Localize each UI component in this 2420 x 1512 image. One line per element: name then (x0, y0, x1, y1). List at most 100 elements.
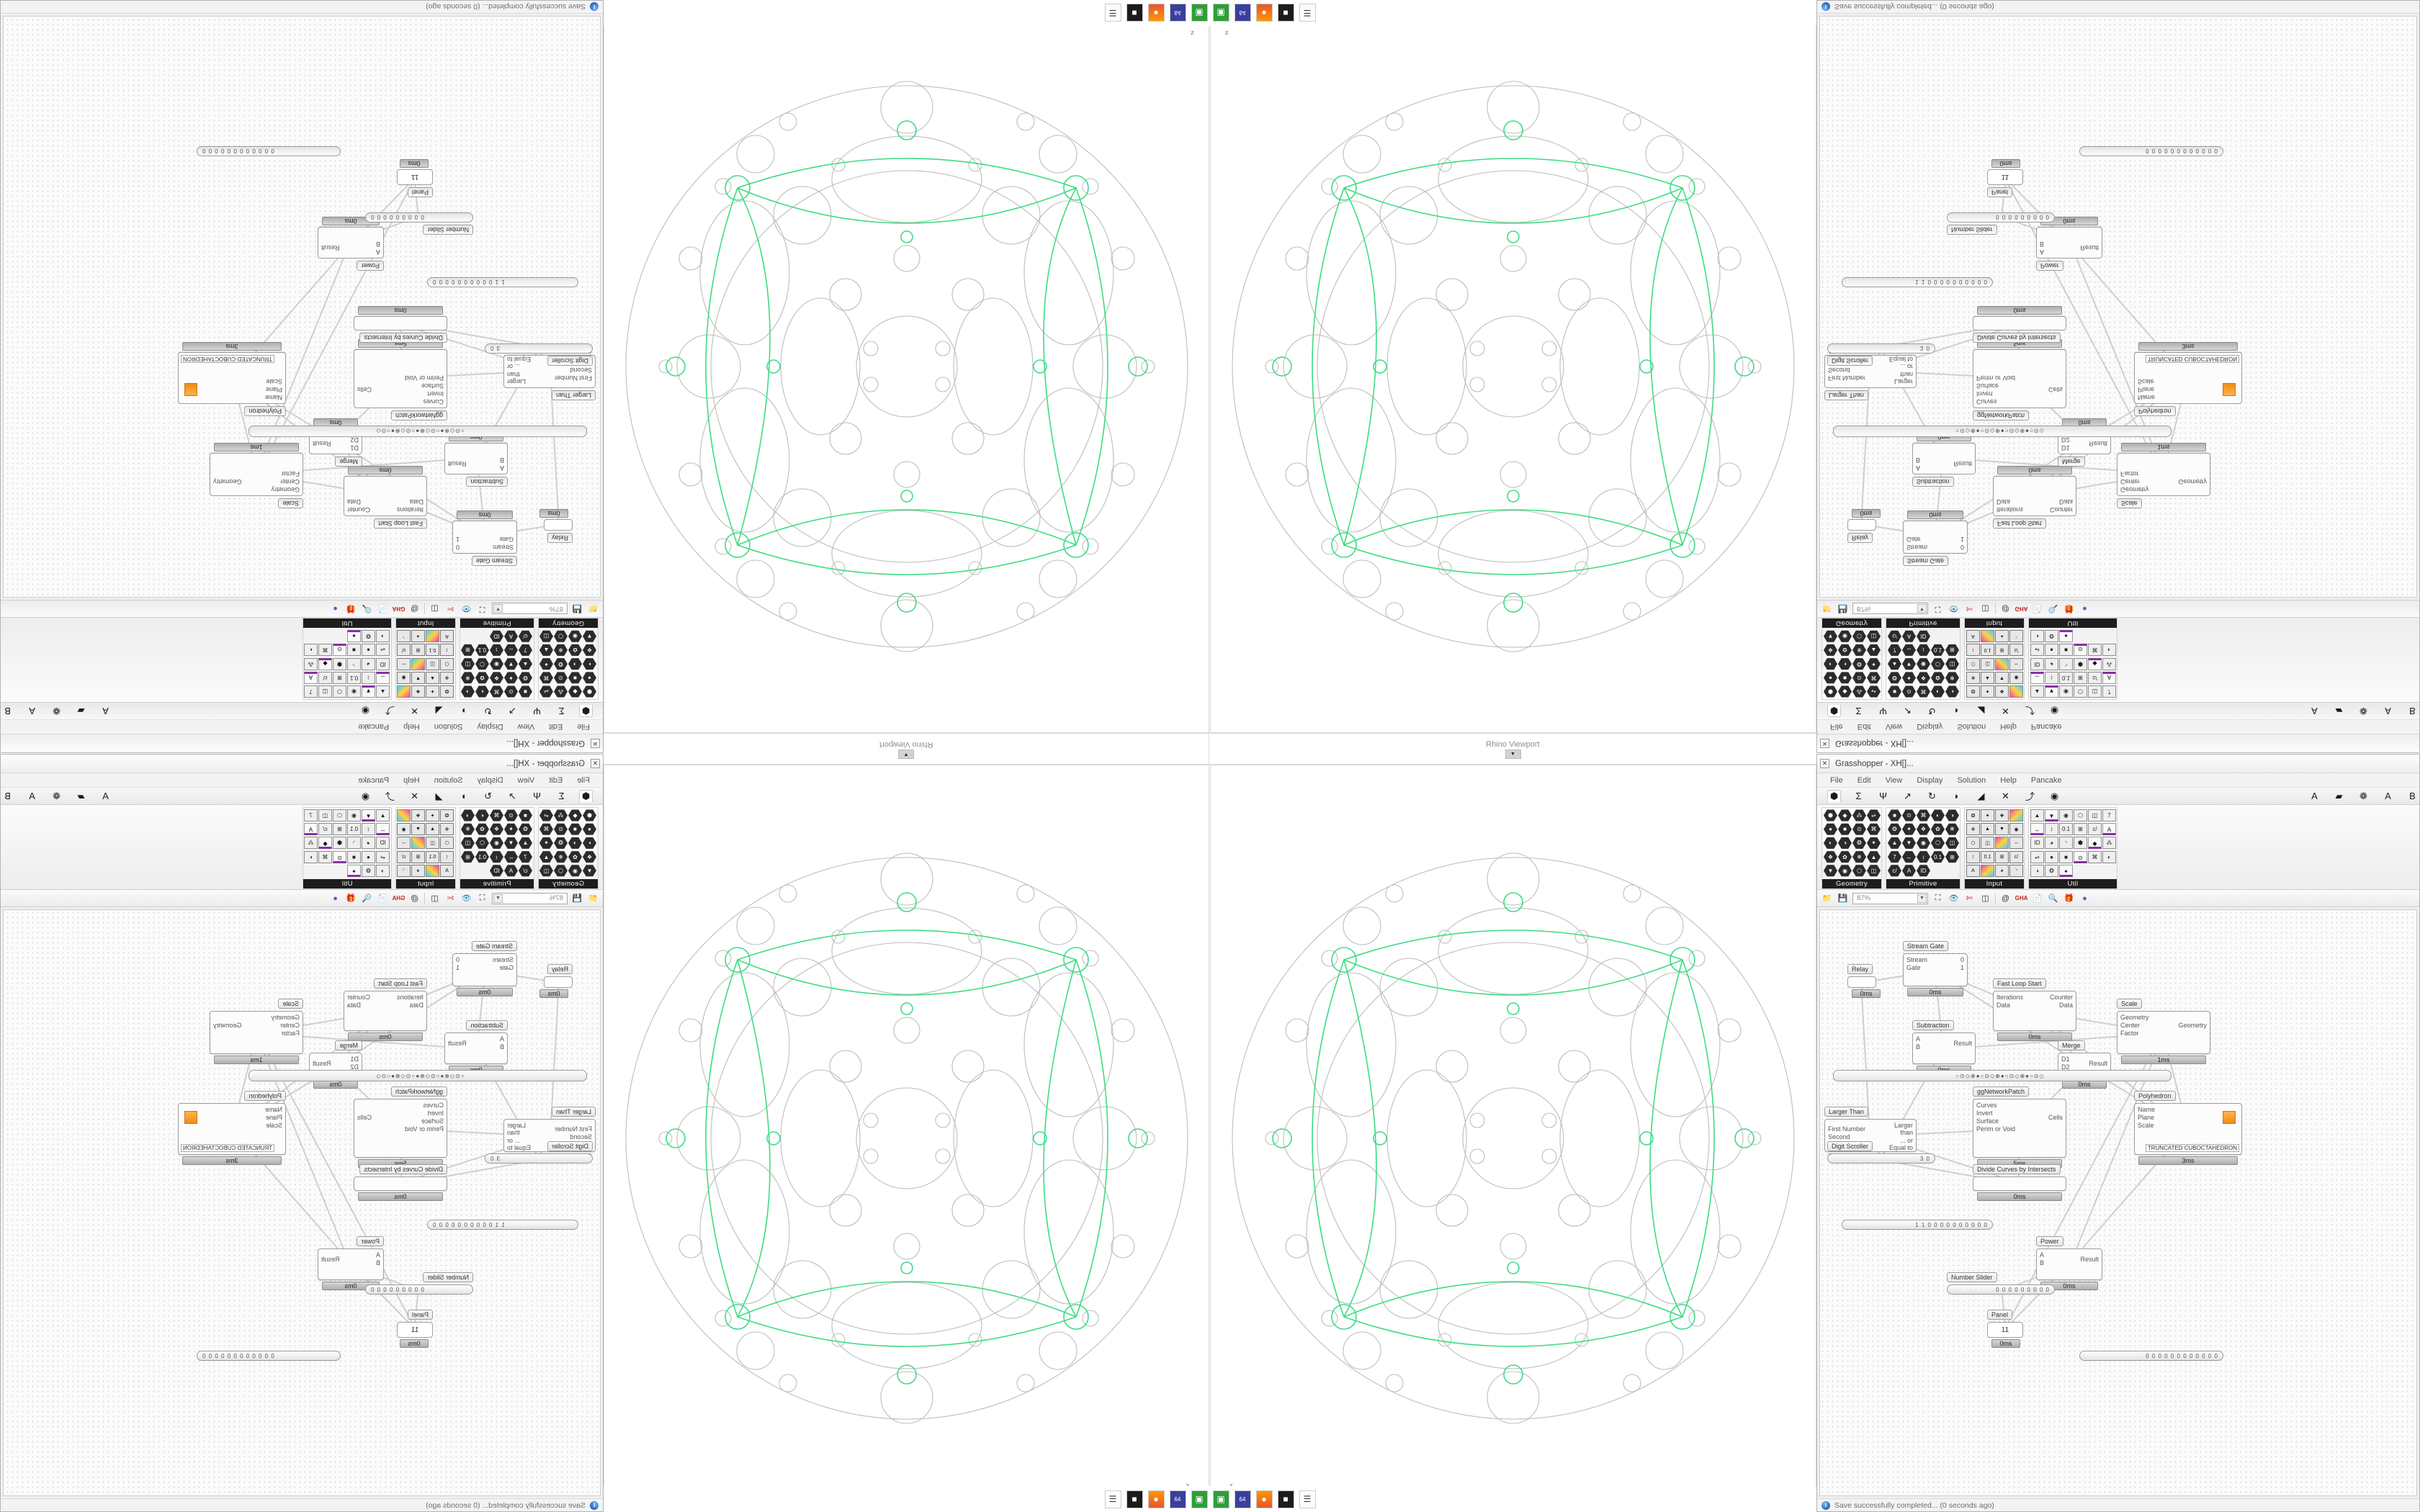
node-power-br[interactable]: A B Result (2036, 1248, 2102, 1280)
component-icon-util-14-bl[interactable]: ◝ (347, 837, 361, 850)
component-icon-geometry-10-bl[interactable]: ❂ (554, 837, 568, 849)
node-stream-gate-bl[interactable]: Stream Gate 0 1 (452, 953, 517, 986)
component-icon-primitive-17-tl[interactable]: ↕ (490, 644, 503, 656)
component-icon-input-9-tl[interactable]: ◫ (426, 657, 439, 670)
component-icon-geometry-15-tl[interactable]: ▲ (539, 644, 553, 656)
taskbar-app-dark-icon-b2[interactable]: ■ (1277, 1490, 1294, 1508)
input-port-1-7-bl[interactable]: Invert (427, 1110, 444, 1117)
preview-eye-icon-bl[interactable]: 👁 (461, 894, 472, 903)
focus-icon-tr[interactable]: ⛶ (1935, 605, 1941, 613)
menu-view-br[interactable]: View (1885, 775, 1903, 785)
ribbon-br[interactable]: ⬢ ◆ ⁂ ⇌ ● ■ ⊙ ⌘ ◐ ◑ ❂ ✦ ❖ ✿ ❄ ▲ ▼ ◉ ⬡ ◫ Geometry ■ ⊙ ⌘ ◐ ◑ ❂ ✦ ❖ ✿ ❄ ▲ ▼… (1817, 805, 2419, 890)
component-icon-geometry-18-tl[interactable]: ⬡ (554, 630, 568, 642)
node-caption-12-tl[interactable]: Number Slider (423, 225, 473, 235)
component-icon-primitive-22-tl[interactable]: ID (490, 630, 503, 642)
output-port-0-8-tl[interactable]: Result (313, 440, 331, 448)
menu-help-br[interactable]: Help (2000, 775, 2017, 785)
tab-addon-gem-tl[interactable]: ▰ (77, 706, 85, 717)
zoom-level-field-bl[interactable]: 87% ▼ (492, 892, 568, 904)
input-port-1-4-tr[interactable]: Center (2120, 478, 2141, 485)
component-icon-util-0-br[interactable]: ▲ (2030, 809, 2044, 822)
node-divide-curves-by-intersects-bl[interactable] (354, 1176, 447, 1191)
component-icon-geometry-16-bl[interactable]: ▼ (583, 865, 596, 877)
balloon-icon-tl[interactable]: ● (333, 604, 338, 613)
taskbar-app-green-device-icon-2[interactable]: ▣ (1212, 4, 1229, 22)
input-port-0-11-br[interactable]: A (2040, 1251, 2045, 1259)
node-caption-13-br[interactable]: Panel (1987, 1310, 2013, 1320)
tab-sets-tr[interactable]: Ψ (1879, 706, 1887, 716)
component-icon-primitive-19-tl[interactable]: ⊞ (461, 644, 475, 656)
component-icon-primitive-0-tr[interactable]: ■ (1888, 685, 1901, 698)
gha-icon-br[interactable]: GHA (2015, 895, 2028, 901)
component-icon-util-23-bl[interactable]: ◐ (304, 850, 318, 863)
component-icon-input-14-tl[interactable]: ⊞ (411, 644, 425, 657)
component-icon-util-9-tl[interactable]: ⊞ (333, 671, 346, 684)
node-caption-8-tr[interactable]: Merge (2058, 456, 2085, 467)
component-icon-primitive-8-bl[interactable]: ✿ (475, 823, 489, 835)
component-icon-util-13-br[interactable]: ◕ (2045, 837, 2058, 850)
component-icon-util-8-br[interactable]: 0.1 (2059, 823, 2073, 836)
node-ggnetworkpatch-bl[interactable]: Curves Invert Surface Perim or Void Cells (354, 1099, 447, 1158)
node-caption-0-br[interactable]: Stream Gate (1903, 941, 1949, 951)
tab-vector-tr[interactable]: ↗ (1904, 706, 1912, 717)
component-icon-input-2-tl[interactable]: ❖ (411, 685, 425, 698)
tab-surface-tl[interactable]: ◗ (460, 706, 467, 716)
component-icon-util-18-tl[interactable]: ⇌ (376, 644, 390, 657)
node-caption-12-tr[interactable]: Number Slider (1947, 225, 1997, 235)
input-port-0-2-tl[interactable]: A (499, 464, 504, 472)
menu-solution-tl[interactable]: Solution (434, 722, 463, 732)
component-icon-input-18-tr[interactable]: ◕ (1995, 630, 2009, 643)
input-port-1-2-br[interactable]: B (1916, 1043, 1921, 1050)
component-icon-primitive-8-tr[interactable]: ✿ (1931, 672, 1945, 684)
component-icon-geometry-19-bl[interactable]: ◫ (539, 865, 553, 877)
input-port-0-4-bl[interactable]: Geometry (271, 1014, 300, 1021)
profiler-icon-bl[interactable]: ◫ (431, 894, 439, 903)
component-icon-input-1-tl[interactable]: ✦ (426, 685, 439, 698)
node-caption-5-br[interactable]: Larger Than (1824, 1107, 1868, 1117)
preview-eye-icon-br[interactable]: 👁 (1948, 894, 1959, 903)
component-icon-geometry-16-tl[interactable]: ▼ (583, 630, 596, 642)
component-icon-geometry-13-bl[interactable]: ✿ (568, 851, 582, 863)
tab-addon-cloud-bl[interactable]: ❁ (53, 790, 60, 801)
component-icon-util-11-tr[interactable]: A (2102, 671, 2116, 684)
node-caption-6-tl[interactable]: Digit Scroller (547, 356, 593, 366)
component-icon-util-0-tr[interactable]: ▲ (2030, 685, 2044, 698)
node-caption-12-bl[interactable]: Number Slider (423, 1272, 473, 1282)
component-icon-primitive-6-bl[interactable]: ✦ (504, 823, 518, 835)
tab-addon-cloud-tl[interactable]: ❁ (53, 706, 60, 717)
input-port-1-3-tl[interactable]: Data (409, 498, 424, 505)
node-caption-1-tr[interactable]: Relay (1847, 533, 1873, 543)
component-icon-primitive-9-br[interactable]: ❄ (1945, 823, 1959, 835)
input-port-0-3-tl[interactable]: Iterations (396, 506, 424, 513)
node-fast-loop-start-tl[interactable]: Iterations Data Counter Data (344, 476, 427, 516)
component-icon-input-6-tl[interactable]: ▼ (411, 671, 425, 684)
component-icon-primitive-18-tl[interactable]: 0.1 (475, 644, 489, 656)
bake-icon-bl[interactable]: ✄ (447, 894, 454, 903)
component-icon-geometry-6-br[interactable]: ⊙ (1852, 823, 1866, 835)
component-icon-primitive-16-bl[interactable]: ↔ (504, 851, 518, 863)
zoom-level-field-br[interactable]: 87% ▼ (1852, 892, 1928, 904)
component-icon-input-10-bl[interactable] (411, 837, 425, 850)
component-icon-primitive-13-tl[interactable]: ⬡ (475, 658, 489, 670)
component-icon-input-16-bl[interactable]: A (440, 864, 454, 877)
component-icon-primitive-18-br[interactable]: 0.1 (1931, 851, 1945, 863)
component-icon-util-3-tl[interactable]: ⬡ (333, 685, 346, 698)
component-icon-util-10-tr[interactable]: c/ (2088, 671, 2102, 684)
output-port-1-3-br[interactable]: Data (2058, 1002, 2073, 1009)
component-icon-primitive-15-br[interactable]: 7 (1888, 851, 1901, 863)
ribbon-group-label-util-br[interactable]: Util (2029, 879, 2117, 888)
node-caption-0-tl[interactable]: Stream Gate (471, 556, 517, 566)
component-icon-util-19-br[interactable]: ● (2045, 850, 2058, 863)
viewport-dropdown-left[interactable]: ▼ (898, 750, 914, 759)
component-icon-primitive-20-br[interactable]: c/ (1888, 865, 1901, 877)
node-caption-1-bl[interactable]: Relay (547, 964, 573, 974)
component-icon-util-25-tr[interactable]: ❂ (2045, 630, 2058, 643)
component-icon-util-26-bl[interactable]: ✦ (347, 864, 361, 877)
component-icon-util-24-tr[interactable]: ◑ (2030, 630, 2044, 643)
component-icon-input-7-tr[interactable]: ◉ (2009, 671, 2023, 684)
node-caption-10-tr[interactable]: Divide Curves by Intersects (1973, 333, 2061, 343)
component-icon-primitive-12-bl[interactable]: ◉ (490, 837, 503, 849)
component-icon-primitive-10-tr[interactable]: ▲ (1888, 658, 1901, 670)
component-icon-geometry-19-tr[interactable]: ◫ (1867, 630, 1881, 642)
search-icon-tr[interactable]: 🔍 (2048, 604, 2058, 613)
